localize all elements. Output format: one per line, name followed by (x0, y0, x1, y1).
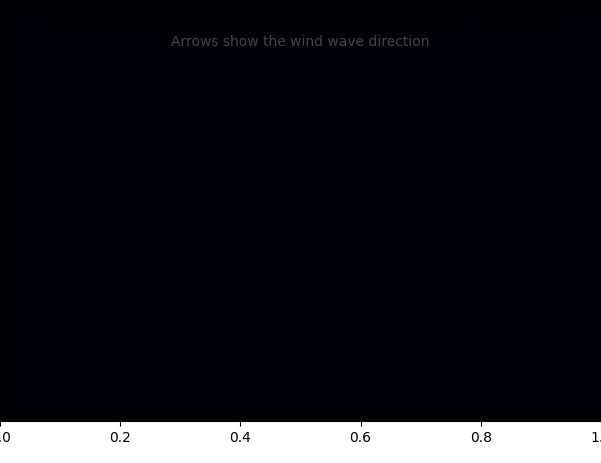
Text: Arrows show the wind wave direction: Arrows show the wind wave direction (171, 35, 430, 49)
Text: Secondary Swell energy on Thursday 20 Mar at 3pm GMT: Secondary Swell energy on Thursday 20 Ma… (41, 8, 560, 25)
